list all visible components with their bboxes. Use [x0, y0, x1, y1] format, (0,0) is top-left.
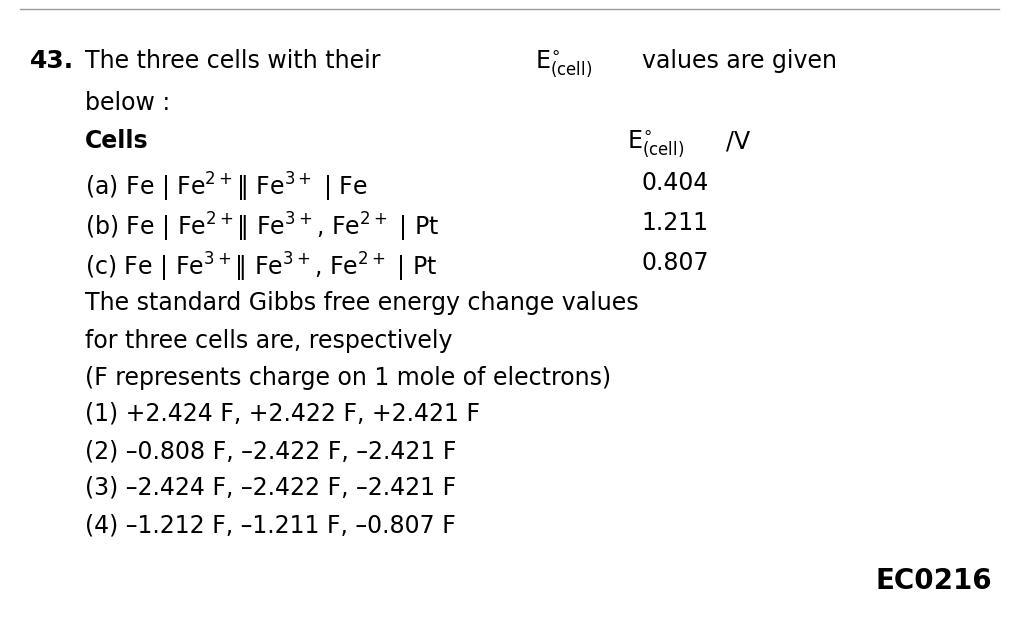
Text: (1) +2.424 F, +2.422 F, +2.421 F: (1) +2.424 F, +2.422 F, +2.421 F: [85, 402, 479, 426]
Text: values are given: values are given: [642, 49, 837, 73]
Text: 43.: 43.: [30, 49, 74, 73]
Text: (c) Fe $|$ Fe$^{3+}$$\|$ Fe$^{3+}$, Fe$^{2+}$ $|$ Pt: (c) Fe $|$ Fe$^{3+}$$\|$ Fe$^{3+}$, Fe$^…: [85, 251, 436, 284]
Text: EC0216: EC0216: [876, 567, 992, 595]
Text: (4) –1.212 F, –1.211 F, –0.807 F: (4) –1.212 F, –1.211 F, –0.807 F: [85, 513, 456, 537]
Text: (b) Fe $|$ Fe$^{2+}$$\|$ Fe$^{3+}$, Fe$^{2+}$ $|$ Pt: (b) Fe $|$ Fe$^{2+}$$\|$ Fe$^{3+}$, Fe$^…: [85, 211, 438, 244]
Text: (3) –2.424 F, –2.422 F, –2.421 F: (3) –2.424 F, –2.422 F, –2.421 F: [85, 476, 456, 500]
Text: The three cells with their: The three cells with their: [85, 49, 380, 73]
Text: Cells: Cells: [85, 129, 148, 153]
Text: (a) Fe $|$ Fe$^{2+}$$\|$ Fe$^{3+}$ $|$ Fe: (a) Fe $|$ Fe$^{2+}$$\|$ Fe$^{3+}$ $|$ F…: [85, 171, 367, 204]
Text: $\mathrm{E}^{\circ}_{\mathrm{(cell)}}$: $\mathrm{E}^{\circ}_{\mathrm{(cell)}}$: [627, 129, 684, 159]
Text: 0.404: 0.404: [642, 171, 710, 195]
Text: for three cells are, respectively: for three cells are, respectively: [85, 329, 452, 353]
Text: The standard Gibbs free energy change values: The standard Gibbs free energy change va…: [85, 291, 638, 315]
Text: 1.211: 1.211: [642, 211, 709, 235]
Text: below :: below :: [85, 91, 170, 115]
Text: (F represents charge on 1 mole of electrons): (F represents charge on 1 mole of electr…: [85, 366, 610, 390]
Text: (2) –0.808 F, –2.422 F, –2.421 F: (2) –0.808 F, –2.422 F, –2.421 F: [85, 439, 456, 463]
Text: $\mathrm{E}^{\circ}_{\mathrm{(cell)}}$: $\mathrm{E}^{\circ}_{\mathrm{(cell)}}$: [536, 49, 593, 79]
Text: /V: /V: [726, 129, 751, 153]
Text: 0.807: 0.807: [642, 251, 710, 275]
